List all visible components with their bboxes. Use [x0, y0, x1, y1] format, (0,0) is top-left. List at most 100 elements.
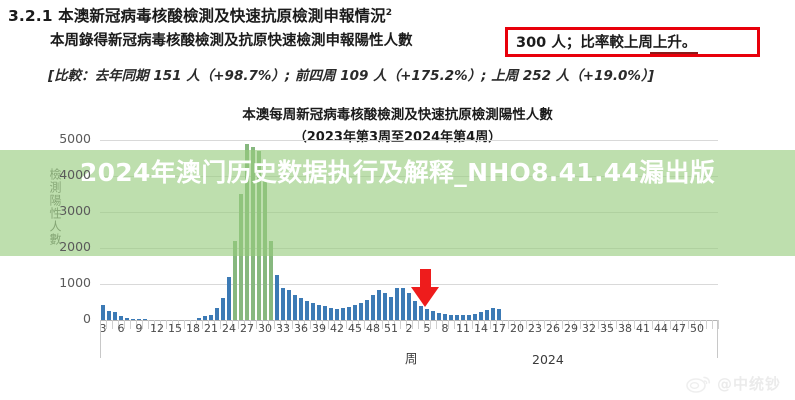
x-axis-tick: [460, 320, 461, 329]
x-axis-tick-label: 32: [582, 322, 596, 335]
x-axis-labels: 3 6 9 12 15 18 21 24 27 30 33 36 39 42 45 48 51 2 5 8 11 14 17…: [100, 322, 718, 338]
bar: [419, 306, 423, 320]
x-axis-tick: [430, 320, 431, 329]
x-axis-tick-label: 41: [636, 322, 650, 335]
x-axis-tick: [406, 320, 407, 329]
x-axis-tick: [682, 320, 683, 329]
x-axis-tick: [250, 320, 251, 329]
bar: [299, 298, 303, 320]
bar: [383, 292, 387, 320]
x-axis-tick: [496, 320, 497, 329]
x-axis-tick: [328, 320, 329, 329]
x-axis-tick: [568, 320, 569, 329]
x-axis-tick: [718, 320, 719, 329]
x-axis-tick-label: 23: [528, 322, 542, 335]
x-axis-tick: [700, 320, 701, 329]
x-axis-tick: [706, 320, 707, 329]
x-axis-tick: [220, 320, 221, 329]
x-axis-tick: [412, 320, 413, 329]
bar: [431, 311, 435, 320]
bar: [197, 317, 201, 320]
x-axis-tick-label: 24: [222, 322, 236, 335]
overlay-banner-text: 2024年澳门历史数据执行及解释_NHO8.41.44漏出版: [79, 158, 716, 187]
x-axis-tick: [160, 320, 161, 329]
bar: [125, 317, 129, 320]
bar: [227, 276, 231, 320]
x-axis-tick: [466, 320, 467, 329]
x-axis-tick-label: 18: [186, 322, 200, 335]
x-axis-tick: [274, 320, 275, 329]
bar: [497, 309, 501, 320]
bar: [359, 302, 363, 320]
x-axis-tick-label: 39: [312, 322, 326, 335]
bar: [491, 308, 495, 320]
bar: [233, 240, 237, 320]
x-axis-tick-label: 11: [456, 322, 470, 335]
x-axis-tick: [400, 320, 401, 329]
x-axis-tick-label: 51: [384, 322, 398, 335]
x-axis-title: 周: [405, 351, 418, 366]
x-axis-tick: [136, 320, 137, 329]
x-axis-tick: [592, 320, 593, 329]
x-axis-tick-label: 20: [510, 322, 524, 335]
x-axis-tick-label: 45: [348, 322, 362, 335]
x-axis-tick: [610, 320, 611, 329]
x-axis-tick: [520, 320, 521, 329]
x-axis-tick-label: 26: [546, 322, 560, 335]
x-axis-tick-label: 2: [405, 322, 413, 335]
bar: [107, 310, 111, 320]
x-axis-tick: [484, 320, 485, 329]
bar: [407, 292, 411, 320]
x-axis-tick-label: 44: [654, 322, 668, 335]
x-axis-tick: [490, 320, 491, 329]
x-axis-tick: [370, 320, 371, 329]
x-axis-tick-label: 8: [441, 322, 449, 335]
bar: [239, 194, 243, 320]
x-axis-tick: [376, 320, 377, 329]
x-axis-tick: [556, 320, 557, 329]
bar: [119, 315, 123, 320]
x-axis-tick-label: 15: [168, 322, 182, 335]
bar: [449, 314, 453, 320]
bar: [281, 287, 285, 320]
y-axis-tick-label: 0: [83, 311, 91, 326]
x-axis-tick: [694, 320, 695, 329]
x-axis-tick: [532, 320, 533, 329]
x-axis-tick: [646, 320, 647, 329]
x-axis-tick: [364, 320, 365, 329]
highlight-underline: [650, 52, 698, 54]
x-axis-tick-label: 35: [600, 322, 614, 335]
bar: [209, 314, 213, 320]
x-axis-tick: [478, 320, 479, 329]
x-axis-tick: [442, 320, 443, 329]
x-axis-tick: [358, 320, 359, 329]
bar: [203, 316, 207, 320]
x-axis-tick: [346, 320, 347, 329]
x-axis-tick: [712, 320, 713, 329]
bar: [413, 301, 417, 320]
bar: [485, 309, 489, 320]
x-axis-tick: [184, 320, 185, 329]
y-axis-tick-label: 2000: [59, 239, 91, 254]
bar: [113, 312, 117, 320]
x-axis-tick-label: 27: [240, 322, 254, 335]
x-axis-tick: [526, 320, 527, 329]
x-axis-tick: [286, 320, 287, 329]
bar: [455, 314, 459, 320]
x-axis-tick: [340, 320, 341, 329]
x-axis-tick: [616, 320, 617, 329]
bar: [347, 306, 351, 320]
bar: [437, 312, 441, 320]
grid-line: [100, 140, 718, 141]
x-axis-tick: [106, 320, 107, 329]
x-axis-tick: [208, 320, 209, 329]
x-axis-tick: [166, 320, 167, 329]
x-axis-tick: [238, 320, 239, 329]
x-axis-tick: [658, 320, 659, 329]
weibo-handle: @中统钞: [716, 375, 781, 393]
chart-subtitle: （2023年第3周至2024年第4周）: [293, 130, 502, 145]
x-axis-tick: [262, 320, 263, 329]
x-axis-tick-label: 21: [204, 322, 218, 335]
bar: [461, 314, 465, 320]
